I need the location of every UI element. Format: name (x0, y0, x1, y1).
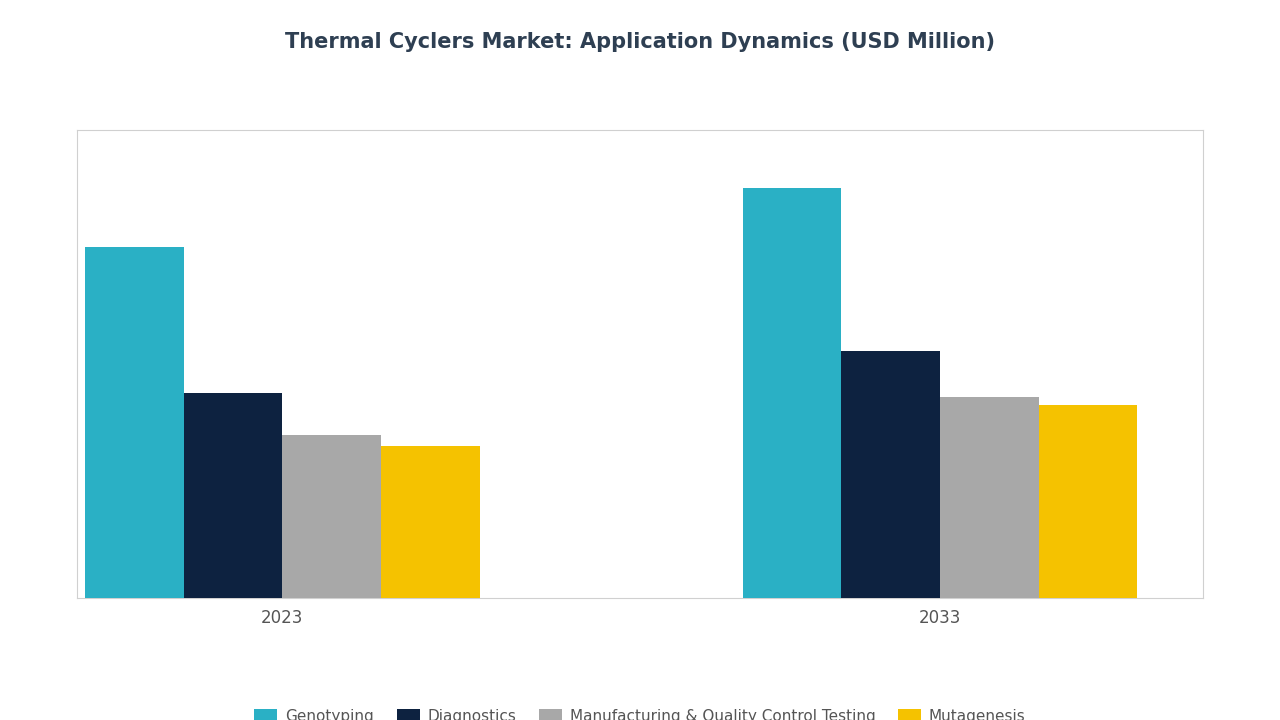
Bar (84, 246, 184, 598)
Bar (184, 393, 283, 598)
Bar (283, 435, 381, 598)
Bar (742, 188, 841, 598)
Bar (381, 446, 480, 598)
Bar (940, 397, 1039, 598)
Legend: Genotyping, Diagnostics, Manufacturing & Quality Control Testing, Mutagenesis: Genotyping, Diagnostics, Manufacturing &… (248, 703, 1032, 720)
Text: Thermal Cyclers Market: Application Dynamics (USD Million): Thermal Cyclers Market: Application Dyna… (285, 32, 995, 53)
Bar (1039, 405, 1138, 598)
Bar (841, 351, 940, 598)
